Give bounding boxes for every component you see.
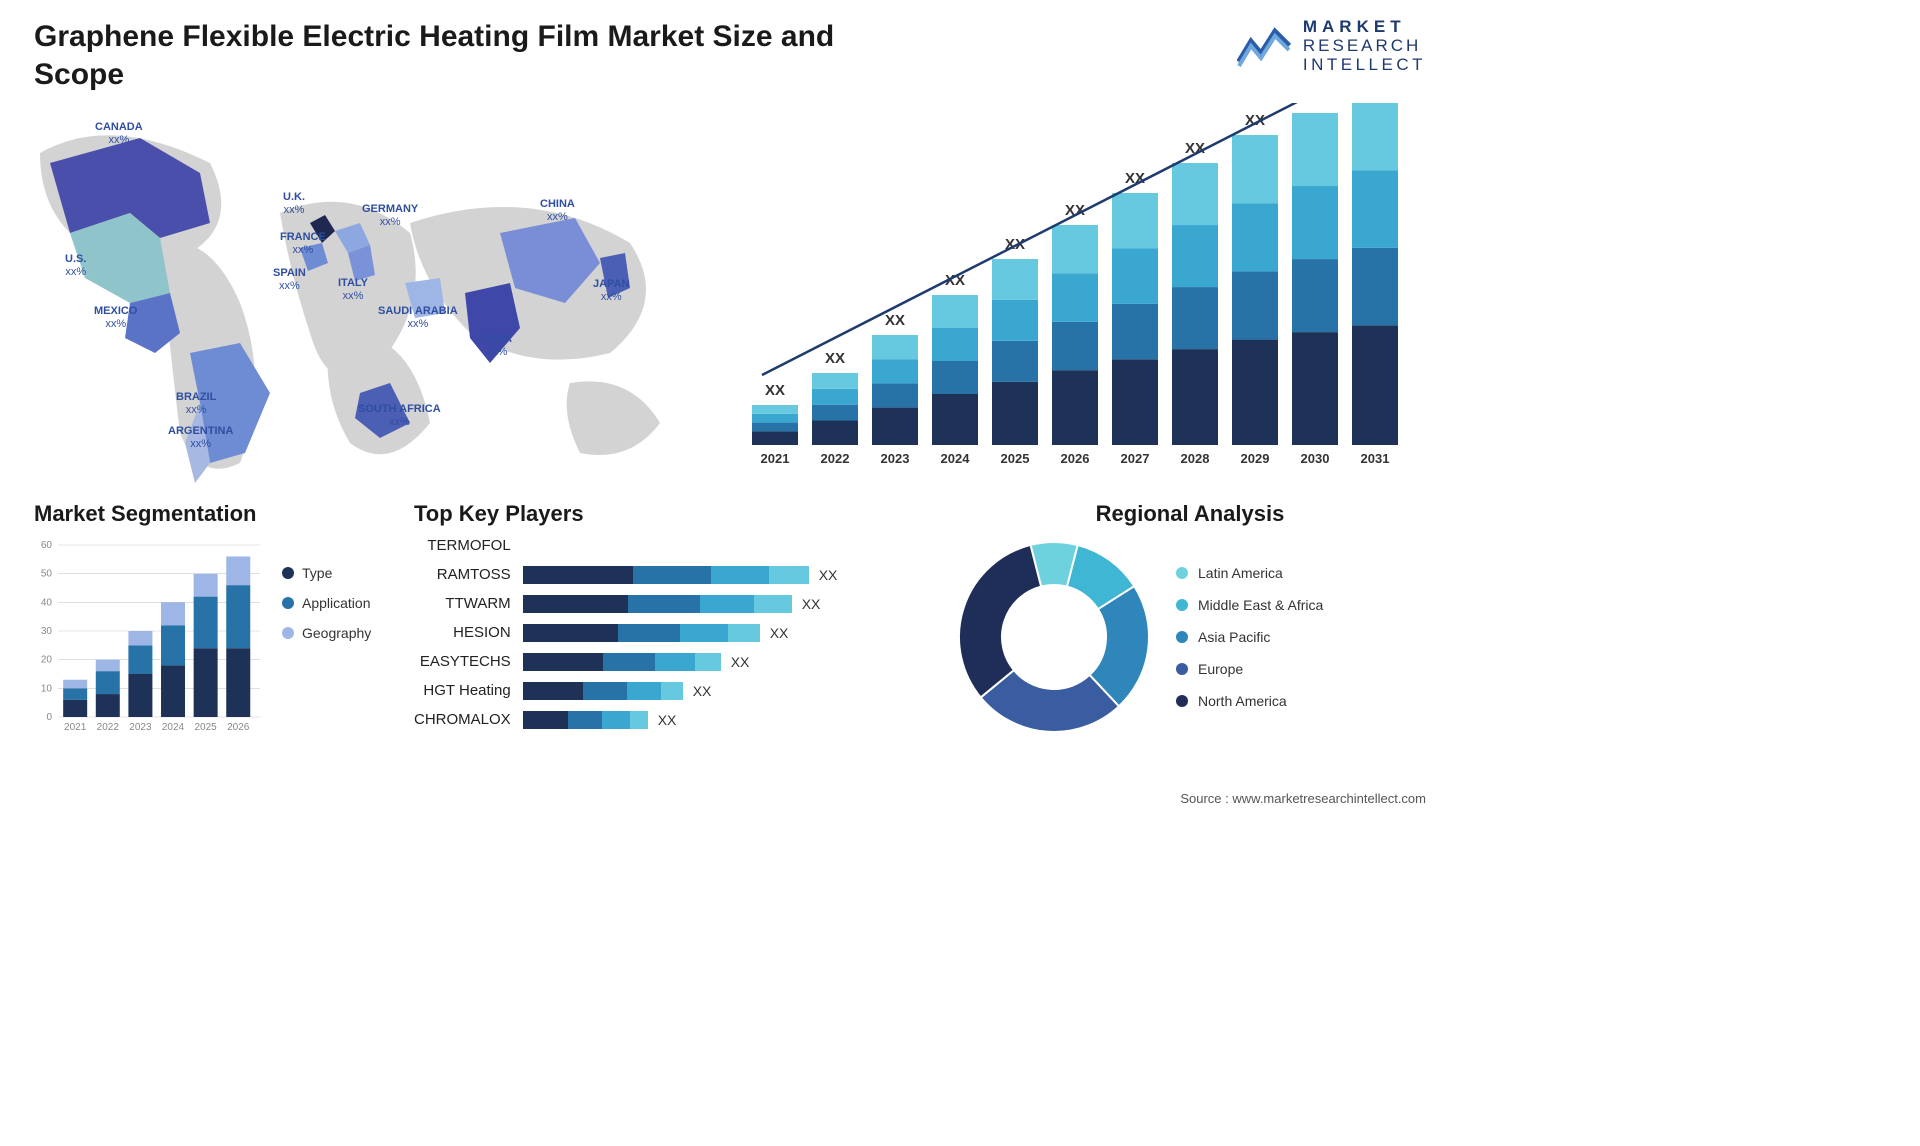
map-label-france: FRANCExx% — [280, 231, 326, 256]
svg-text:2030: 2030 — [1301, 451, 1330, 466]
player-label: HESION — [414, 624, 511, 642]
map-label-saudiarabia: SAUDI ARABIAxx% — [378, 305, 458, 330]
region-legend-item: North America — [1176, 693, 1323, 709]
player-label: TERMOFOL — [414, 537, 511, 555]
players-title: Top Key Players — [414, 501, 934, 527]
page-title: Graphene Flexible Electric Heating Film … — [34, 18, 914, 93]
svg-text:60: 60 — [41, 540, 53, 551]
player-label: HGT Heating — [414, 682, 511, 700]
svg-text:XX: XX — [1305, 103, 1325, 107]
logo-text-1: MARKET — [1303, 18, 1426, 35]
map-label-china: CHINAxx% — [540, 198, 575, 223]
map-label-us: U.S.xx% — [65, 253, 86, 278]
svg-text:2022: 2022 — [821, 451, 850, 466]
seg-legend-type: Type — [282, 565, 371, 581]
svg-text:2027: 2027 — [1121, 451, 1150, 466]
svg-text:30: 30 — [41, 626, 53, 637]
region-legend-item: Latin America — [1176, 565, 1323, 581]
svg-text:2029: 2029 — [1241, 451, 1270, 466]
regional-title: Regional Analysis — [954, 501, 1426, 527]
player-bar-row: XX — [523, 566, 934, 584]
logo-mark-icon — [1237, 24, 1293, 68]
svg-text:2022: 2022 — [97, 722, 120, 733]
region-legend-item: Asia Pacific — [1176, 629, 1323, 645]
player-bar-row: XX — [523, 624, 934, 642]
svg-text:2023: 2023 — [129, 722, 152, 733]
svg-text:XX: XX — [885, 312, 905, 329]
brand-logo: MARKET RESEARCH INTELLECT — [1237, 18, 1426, 73]
player-label: RAMTOSS — [414, 566, 511, 584]
player-bar-row — [523, 537, 934, 555]
svg-text:2025: 2025 — [1001, 451, 1030, 466]
player-bar-row: XX — [523, 711, 934, 729]
player-bar-row: XX — [523, 595, 934, 613]
map-label-brazil: BRAZILxx% — [176, 391, 216, 416]
svg-text:40: 40 — [41, 597, 53, 608]
seg-legend-application: Application — [282, 595, 371, 611]
svg-text:XX: XX — [825, 350, 845, 367]
svg-text:0: 0 — [46, 712, 52, 723]
region-legend-item: Europe — [1176, 661, 1323, 677]
source-attribution: Source : www.marketresearchintellect.com — [1180, 791, 1426, 806]
player-label: TTWARM — [414, 595, 511, 613]
segmentation-legend: Type Application Geography — [282, 537, 371, 737]
svg-text:2028: 2028 — [1181, 451, 1210, 466]
segmentation-title: Market Segmentation — [34, 501, 394, 527]
svg-text:2021: 2021 — [64, 722, 87, 733]
map-label-germany: GERMANYxx% — [362, 203, 418, 228]
svg-text:XX: XX — [765, 382, 785, 399]
map-label-japan: JAPANxx% — [593, 278, 629, 303]
region-legend-item: Middle East & Africa — [1176, 597, 1323, 613]
regional-donut-chart — [954, 537, 1154, 737]
svg-text:2024: 2024 — [941, 451, 971, 466]
svg-text:20: 20 — [41, 655, 53, 666]
seg-legend-geography: Geography — [282, 625, 371, 641]
map-label-canada: CANADAxx% — [95, 121, 143, 146]
map-label-uk: U.K.xx% — [283, 191, 305, 216]
map-label-italy: ITALYxx% — [338, 277, 368, 302]
players-bar-chart: TERMOFOL RAMTOSS TTWARM HESION EASYTECHS HGT … — [414, 537, 934, 729]
svg-text:2026: 2026 — [1061, 451, 1090, 466]
player-bar-row: XX — [523, 682, 934, 700]
svg-text:2021: 2021 — [761, 451, 790, 466]
svg-text:50: 50 — [41, 569, 53, 580]
player-label: CHROMALOX — [414, 711, 511, 729]
map-label-spain: SPAINxx% — [273, 267, 306, 292]
svg-text:2026: 2026 — [227, 722, 250, 733]
svg-text:10: 10 — [41, 683, 53, 694]
svg-text:2031: 2031 — [1361, 451, 1390, 466]
forecast-bar-chart: XX2021XX2022XX2023XX2024XX2025XX2026XX20… — [740, 103, 1426, 483]
map-label-mexico: MEXICOxx% — [94, 305, 137, 330]
svg-text:2023: 2023 — [881, 451, 910, 466]
svg-text:2024: 2024 — [162, 722, 185, 733]
logo-text-2: RESEARCH — [1303, 37, 1426, 54]
player-label: EASYTECHS — [414, 653, 511, 671]
regional-legend: Latin America Middle East & Africa Asia Pa… — [1176, 565, 1323, 709]
logo-text-3: INTELLECT — [1303, 56, 1426, 73]
map-label-india: INDIAxx% — [482, 333, 512, 358]
segmentation-bar-chart: 0 10 20 30 40 50 60 2021 2022 2023 2024 2025 2026 — [34, 537, 264, 737]
world-map-chart: CANADAxx% U.S.xx% MEXICOxx% BRAZILxx% ARGENT… — [10, 103, 710, 483]
map-label-southafrica: SOUTH AFRICAxx% — [358, 403, 441, 428]
map-label-argentina: ARGENTINAxx% — [168, 425, 233, 450]
player-bar-row: XX — [523, 653, 934, 671]
svg-text:2025: 2025 — [195, 722, 218, 733]
